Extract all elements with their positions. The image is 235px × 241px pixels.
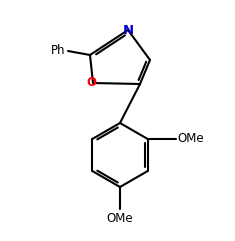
Text: O: O	[86, 76, 96, 89]
Text: Ph: Ph	[51, 45, 65, 58]
Text: OMe: OMe	[178, 133, 204, 146]
Text: OMe: OMe	[107, 212, 133, 225]
Text: N: N	[122, 24, 133, 36]
